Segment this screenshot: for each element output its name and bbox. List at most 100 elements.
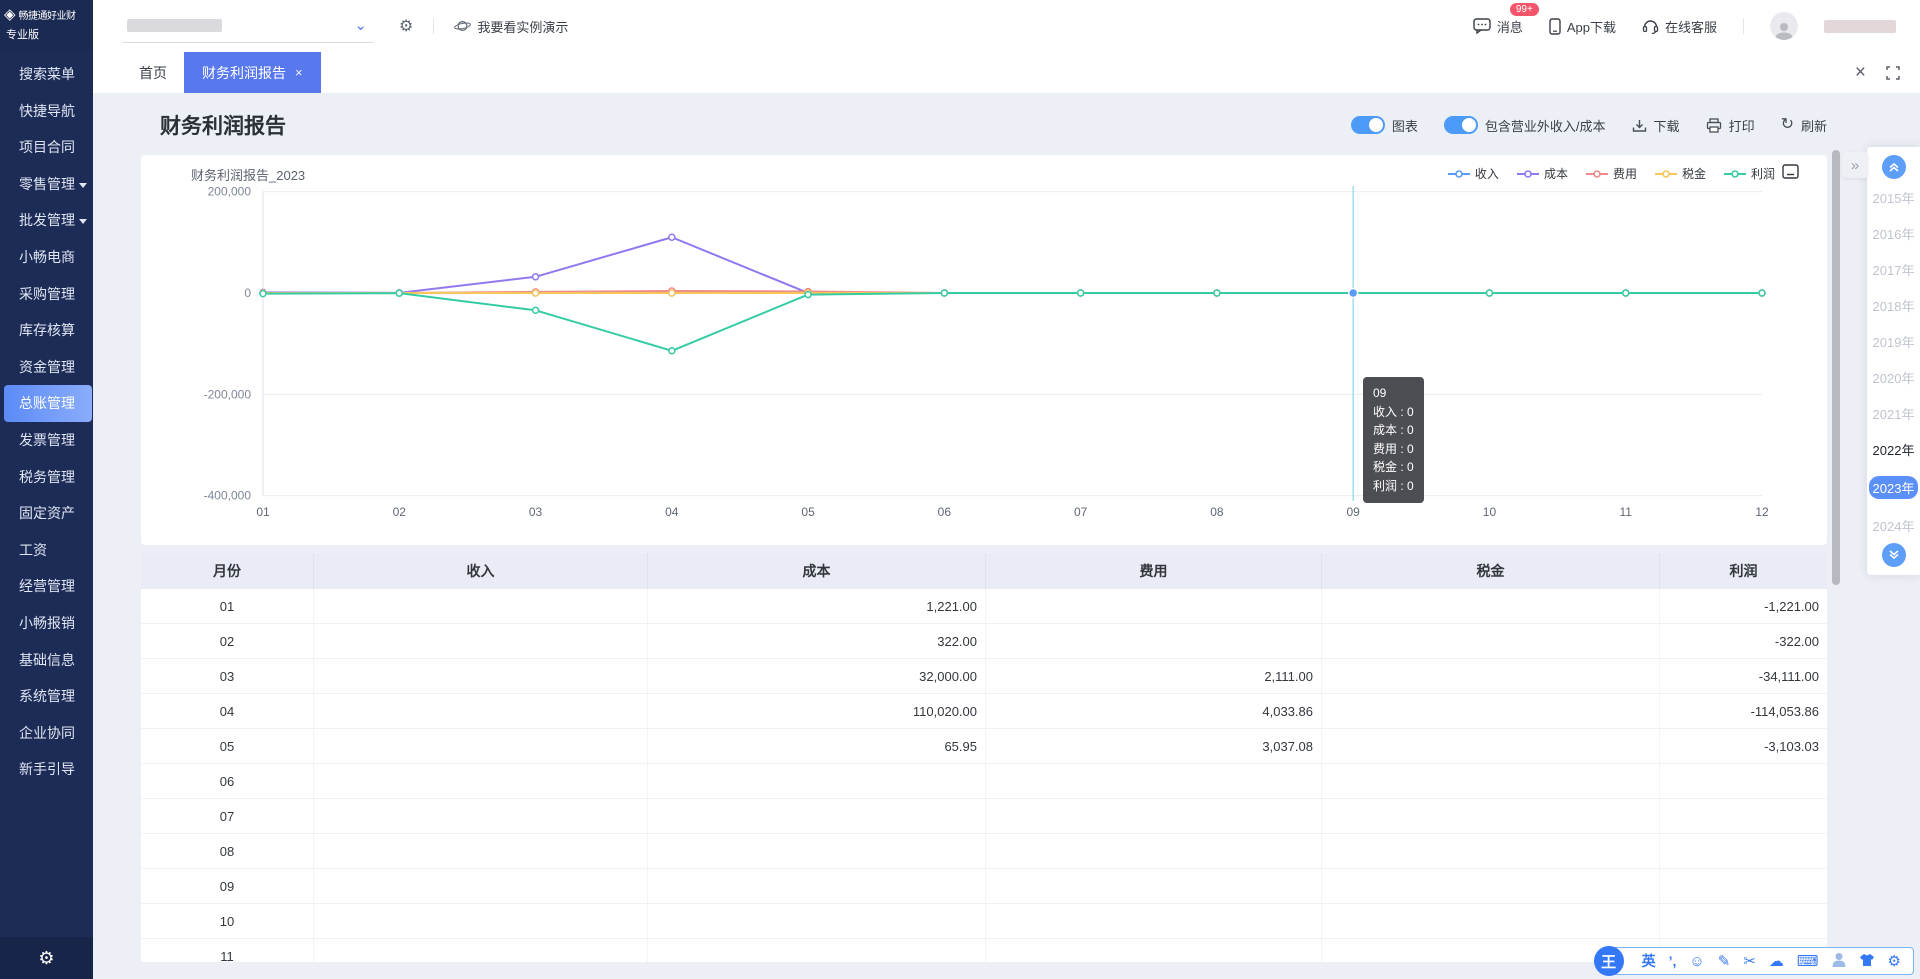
sidebar-item-13[interactable]: 工资 (0, 532, 93, 569)
sidebar-item-11[interactable]: 税务管理 (0, 459, 93, 496)
sidebar-item-9[interactable]: 总账管理 (4, 385, 92, 422)
table-cell: 11 (141, 939, 314, 962)
chart-toggle-label: 图表 (1391, 118, 1418, 134)
table-cell: -114,053.86 (1750, 703, 1819, 719)
legend-item-3[interactable]: 税金 (1654, 165, 1706, 182)
ime-account-icon[interactable] (1832, 952, 1846, 970)
legend-item-4[interactable]: 利润 (1723, 165, 1775, 182)
app-download-button[interactable]: App下载 (1549, 17, 1616, 36)
table-row[interactable]: 07 (141, 799, 1827, 834)
year-item-9[interactable]: 2024年 (1872, 518, 1915, 534)
sidebar-settings-gear-icon[interactable]: ⚙ (38, 947, 55, 968)
sidebar-item-19[interactable]: 新手引导 (0, 751, 93, 788)
sidebar-item-17[interactable]: 系统管理 (0, 678, 93, 715)
print-button[interactable]: 打印 (1706, 116, 1755, 135)
profit-line-chart[interactable]: 200,000 0 -200,000 -400,000 01 02 03 04 05 06 07 08… (141, 155, 1827, 545)
year-item-8[interactable]: 2023年 (1868, 475, 1919, 499)
ime-lang-english-icon[interactable]: 英 (1641, 953, 1656, 969)
table-cell: 09 (141, 869, 314, 903)
fullscreen-icon[interactable] (1886, 65, 1900, 80)
table-row[interactable]: 10 (141, 904, 1827, 939)
sidebar-item-10[interactable]: 发票管理 (0, 422, 93, 459)
tooltip-line: 税金 : 0 (1373, 460, 1414, 475)
year-item-0[interactable]: 2015年 (1872, 190, 1915, 206)
include-nonoperating-toggle[interactable]: 包含营业外收入/成本 (1443, 116, 1606, 135)
messages-label: 消息 (1496, 19, 1523, 35)
sidebar-item-3[interactable]: 零售管理 (0, 166, 93, 203)
sidebar-item-7[interactable]: 库存核算 (0, 312, 93, 349)
sidebar-item-18[interactable]: 企业协同 (0, 715, 93, 752)
tooltip-line: 收入 : 0 (1373, 404, 1414, 419)
table-cell (1322, 624, 1660, 658)
ime-cloud-icon[interactable]: ☁ (1768, 952, 1784, 970)
table-row[interactable]: 04 110,020.00 4,033.86 -114,053.86 (141, 694, 1827, 729)
download-button[interactable]: 下载 (1632, 116, 1680, 135)
year-item-3[interactable]: 2018年 (1872, 298, 1915, 314)
online-service-button[interactable]: 在线客服 (1642, 17, 1717, 36)
svg-text:05: 05 (801, 505, 815, 519)
table-row[interactable]: 03 32,000.00 2,111.00 -34,111.00 (141, 659, 1827, 694)
ime-clipboard-icon[interactable]: ✂ (1743, 952, 1756, 970)
sidebar-item-1[interactable]: 快捷导航 (0, 93, 93, 130)
legend-item-1[interactable]: 成本 (1516, 165, 1568, 182)
ime-keyboard-icon[interactable]: ⌨ (1796, 952, 1819, 970)
sidebar-item-0[interactable]: 搜索菜单 (0, 56, 93, 93)
avatar[interactable] (1770, 12, 1798, 40)
table-row[interactable]: 11 (141, 939, 1827, 962)
sidebar-item-2[interactable]: 项目合同 (0, 129, 93, 166)
svg-text:04: 04 (665, 505, 679, 519)
year-item-7[interactable]: 2022年 (1872, 442, 1915, 458)
chart-toggle[interactable]: 图表 (1350, 116, 1418, 135)
chart-toggle-switch[interactable] (1350, 116, 1385, 134)
year-item-6[interactable]: 2021年 (1872, 406, 1915, 422)
year-item-1[interactable]: 2016年 (1872, 226, 1915, 242)
year-item-4[interactable]: 2019年 (1872, 334, 1915, 350)
company-selector[interactable]: ⌄ (123, 9, 373, 43)
ime-punctuation-icon[interactable]: ’, (1668, 953, 1677, 969)
close-all-tabs-icon[interactable]: × (1854, 61, 1866, 83)
table-row[interactable]: 06 (141, 764, 1827, 799)
tab-home-label: 首页 (139, 64, 167, 81)
year-item-2[interactable]: 2017年 (1872, 262, 1915, 278)
ime-handwriting-icon[interactable]: ✎ (1717, 952, 1731, 970)
ime-skin-icon[interactable] (1859, 953, 1875, 970)
table-row[interactable]: 02 322.00 -322.00 (141, 624, 1827, 659)
tab-profit-report[interactable]: 财务利润报告 × (184, 52, 321, 93)
messages-button[interactable]: 消息 99+ (1473, 2, 1539, 36)
tabbar: 首页 财务利润报告 × × (93, 52, 1920, 93)
sidebar-item-8[interactable]: 资金管理 (0, 349, 93, 386)
table-cell: 2,111.00 (986, 659, 1322, 693)
table-row[interactable]: 05 65.95 3,037.08 -3,103.03 (141, 729, 1827, 764)
include-toggle-switch[interactable] (1443, 116, 1478, 134)
legend-item-0[interactable]: 收入 (1447, 165, 1499, 182)
ime-logo[interactable]: 王 (1593, 946, 1624, 976)
table-row[interactable]: 09 (141, 869, 1827, 904)
tab-close-icon[interactable]: × (295, 65, 303, 80)
sidebar-item-4[interactable]: 批发管理 (0, 202, 93, 239)
tab-home[interactable]: 首页 (122, 52, 184, 93)
printer-icon (1706, 117, 1721, 133)
sidebar-item-6[interactable]: 采购管理 (0, 276, 93, 313)
year-item-5[interactable]: 2020年 (1872, 370, 1915, 386)
svg-text:-200,000: -200,000 (204, 387, 252, 401)
svg-text:0: 0 (244, 286, 251, 300)
settings-gear-icon[interactable]: ⚙ (399, 18, 414, 35)
sidebar-item-16[interactable]: 基础信息 (0, 642, 93, 679)
refresh-button[interactable]: ↻ 刷新 (1781, 116, 1827, 135)
vertical-scrollbar-thumb[interactable] (1832, 150, 1840, 585)
sidebar-item-15[interactable]: 小畅报销 (0, 605, 93, 642)
sidebar-item-5[interactable]: 小畅电商 (0, 239, 93, 276)
year-panel-collapse-handle[interactable]: » (1842, 152, 1868, 178)
sidebar-item-12[interactable]: 固定资产 (0, 495, 93, 532)
demo-link[interactable]: 我要看实例演示 (454, 17, 568, 36)
table-row[interactable]: 08 (141, 834, 1827, 869)
ime-settings-icon[interactable]: ⚙ (1887, 952, 1901, 970)
svg-text:06: 06 (938, 505, 952, 519)
ime-emoji-icon[interactable]: ☺ (1689, 952, 1705, 970)
table-row[interactable]: 01 1,221.00 -1,221.00 (141, 589, 1827, 624)
years-scroll-up-button[interactable] (1881, 155, 1906, 179)
years-scroll-down-button[interactable] (1881, 543, 1906, 567)
sidebar-item-14[interactable]: 经营管理 (0, 568, 93, 605)
legend-item-2[interactable]: 费用 (1585, 165, 1637, 182)
save-chart-image-icon[interactable] (1782, 164, 1799, 184)
